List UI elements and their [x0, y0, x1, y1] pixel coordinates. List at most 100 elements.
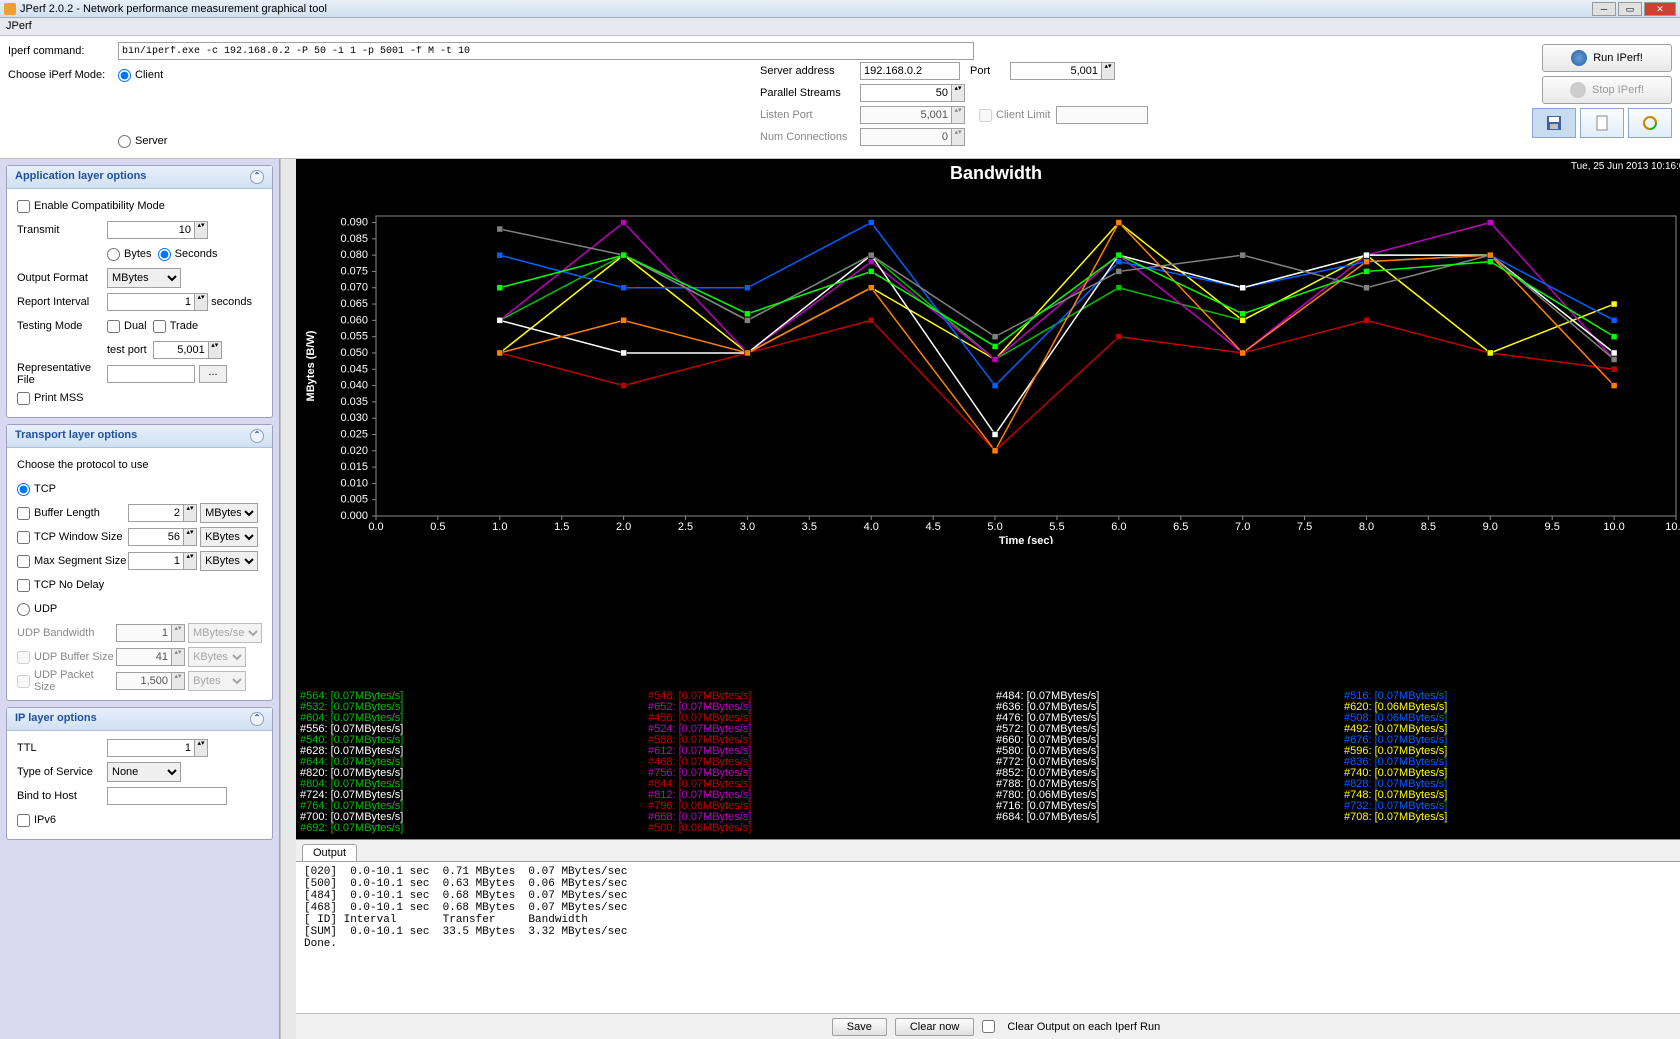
clear-output-button[interactable]: Clear now [895, 1018, 975, 1036]
output-tab[interactable]: Output [302, 844, 357, 861]
save-output-button[interactable]: Save [832, 1018, 887, 1036]
panel-app-layer: Application layer options⌃ Enable Compat… [6, 165, 273, 418]
ipv6-check[interactable] [17, 814, 30, 827]
legend-item: #692: [0.07MBytes/s] [300, 823, 648, 834]
buf-len-unit[interactable]: MBytes [200, 503, 258, 523]
client-limit-check [979, 109, 992, 122]
svg-text:0.075: 0.075 [340, 265, 368, 277]
port-label: Port [970, 65, 1010, 77]
win-size-check[interactable] [17, 531, 30, 544]
mode-client-label: Client [135, 69, 163, 81]
svg-text:0.035: 0.035 [340, 396, 368, 408]
run-button[interactable]: Run IPerf! [1542, 44, 1672, 72]
max-seg-unit[interactable]: KBytes [200, 551, 258, 571]
floppy-icon [1545, 114, 1563, 132]
listen-port-input [860, 106, 952, 124]
transmit-spinner[interactable]: ▴▾ [194, 221, 208, 239]
listen-port-label: Listen Port [760, 109, 860, 121]
svg-text:0.015: 0.015 [340, 461, 368, 473]
port-spinner[interactable]: ▴▾ [1101, 62, 1115, 80]
output-format-select[interactable]: MBytes [107, 268, 181, 288]
no-delay-check[interactable] [17, 579, 30, 592]
svg-text:2.5: 2.5 [678, 521, 693, 533]
svg-text:0.090: 0.090 [340, 217, 368, 229]
maximize-button[interactable]: ▭ [1618, 2, 1642, 16]
tos-select[interactable]: None [107, 762, 181, 782]
svg-text:MBytes (B/W): MBytes (B/W) [305, 330, 317, 401]
server-address-input[interactable] [860, 62, 960, 80]
port-input[interactable] [1010, 62, 1102, 80]
parallel-label: Parallel Streams [760, 87, 860, 99]
svg-text:0.055: 0.055 [340, 331, 368, 343]
num-conn-label: Num Connections [760, 131, 860, 143]
svg-text:0.080: 0.080 [340, 249, 368, 261]
svg-text:0.050: 0.050 [340, 347, 368, 359]
export-button[interactable] [1580, 108, 1624, 138]
minimize-button[interactable]: ─ [1592, 2, 1616, 16]
parallel-input[interactable] [860, 84, 952, 102]
content-area: Tue, 25 Jun 2013 10:16:07 Bandwidth 0.00… [296, 159, 1680, 1039]
svg-text:2.0: 2.0 [616, 521, 631, 533]
svg-text:10.5: 10.5 [1665, 521, 1680, 533]
tcp-radio[interactable] [17, 483, 30, 496]
sidebar: Application layer options⌃ Enable Compat… [0, 159, 280, 1039]
svg-text:1.0: 1.0 [492, 521, 507, 533]
udp-radio[interactable] [17, 603, 30, 616]
svg-text:9.0: 9.0 [1483, 521, 1498, 533]
save-chart-button[interactable] [1532, 108, 1576, 138]
num-conn-input [860, 128, 952, 146]
ttl-input[interactable] [107, 739, 195, 757]
collapse-icon[interactable]: ⌃ [250, 429, 264, 443]
svg-text:0.025: 0.025 [340, 428, 368, 440]
svg-text:0.030: 0.030 [340, 412, 368, 424]
bytes-radio[interactable] [107, 248, 120, 261]
buf-len-check[interactable] [17, 507, 30, 520]
run-icon [1571, 50, 1587, 66]
udp-buf-unit: KBytes [188, 647, 246, 667]
print-mss-check[interactable] [17, 392, 30, 405]
output-text[interactable]: [020] 0.0-10.1 sec 0.71 MBytes 0.07 MByt… [296, 861, 1680, 1013]
rep-file-input[interactable] [107, 365, 195, 383]
transmit-input[interactable] [107, 221, 195, 239]
svg-text:4.0: 4.0 [864, 521, 879, 533]
compat-check[interactable] [17, 200, 30, 213]
close-button[interactable]: ✕ [1644, 2, 1676, 16]
svg-text:6.0: 6.0 [1111, 521, 1126, 533]
max-seg-check[interactable] [17, 555, 30, 568]
mode-server-radio[interactable] [118, 135, 131, 148]
browse-button[interactable]: ... [199, 365, 227, 383]
udp-pkt-input [116, 672, 172, 690]
listen-port-spinner: ▴▾ [951, 106, 965, 124]
udp-bw-unit: MBytes/sec [188, 623, 262, 643]
udp-buf-check [17, 651, 30, 664]
panel-ip-layer: IP layer options⌃ TTL▴▾ Type of ServiceN… [6, 707, 273, 840]
max-seg-input[interactable] [128, 552, 184, 570]
legend-item: #684: [0.07MBytes/s] [996, 812, 1344, 823]
collapse-icon[interactable]: ⌃ [250, 170, 264, 184]
clear-each-run-check[interactable] [982, 1020, 995, 1033]
win-size-input[interactable] [128, 528, 184, 546]
buf-len-input[interactable] [128, 504, 184, 522]
svg-text:0.5: 0.5 [430, 521, 445, 533]
collapse-icon[interactable]: ⌃ [250, 712, 264, 726]
trade-check[interactable] [153, 320, 166, 333]
win-size-unit[interactable]: KBytes [200, 527, 258, 547]
parallel-spinner[interactable]: ▴▾ [951, 84, 965, 102]
seconds-radio[interactable] [158, 248, 171, 261]
app-icon [4, 3, 16, 15]
menubar: JPerf [0, 18, 1680, 36]
menu-jperf[interactable]: JPerf [6, 20, 32, 32]
report-interval-input[interactable] [107, 293, 195, 311]
iperf-command-input[interactable] [118, 42, 974, 60]
chart-timestamp: Tue, 25 Jun 2013 10:16:07 [1571, 161, 1680, 172]
test-port-input[interactable] [153, 341, 209, 359]
panel-transport-layer: Transport layer options⌃ Choose the prot… [6, 424, 273, 701]
bind-host-input[interactable] [107, 787, 227, 805]
sidebar-scrollbar[interactable] [280, 159, 296, 1039]
refresh-button[interactable] [1628, 108, 1672, 138]
mode-client-radio[interactable] [118, 69, 131, 82]
svg-text:6.5: 6.5 [1173, 521, 1188, 533]
client-limit-label: Client Limit [996, 109, 1050, 121]
dual-check[interactable] [107, 320, 120, 333]
ip-title: IP layer options [15, 712, 97, 726]
